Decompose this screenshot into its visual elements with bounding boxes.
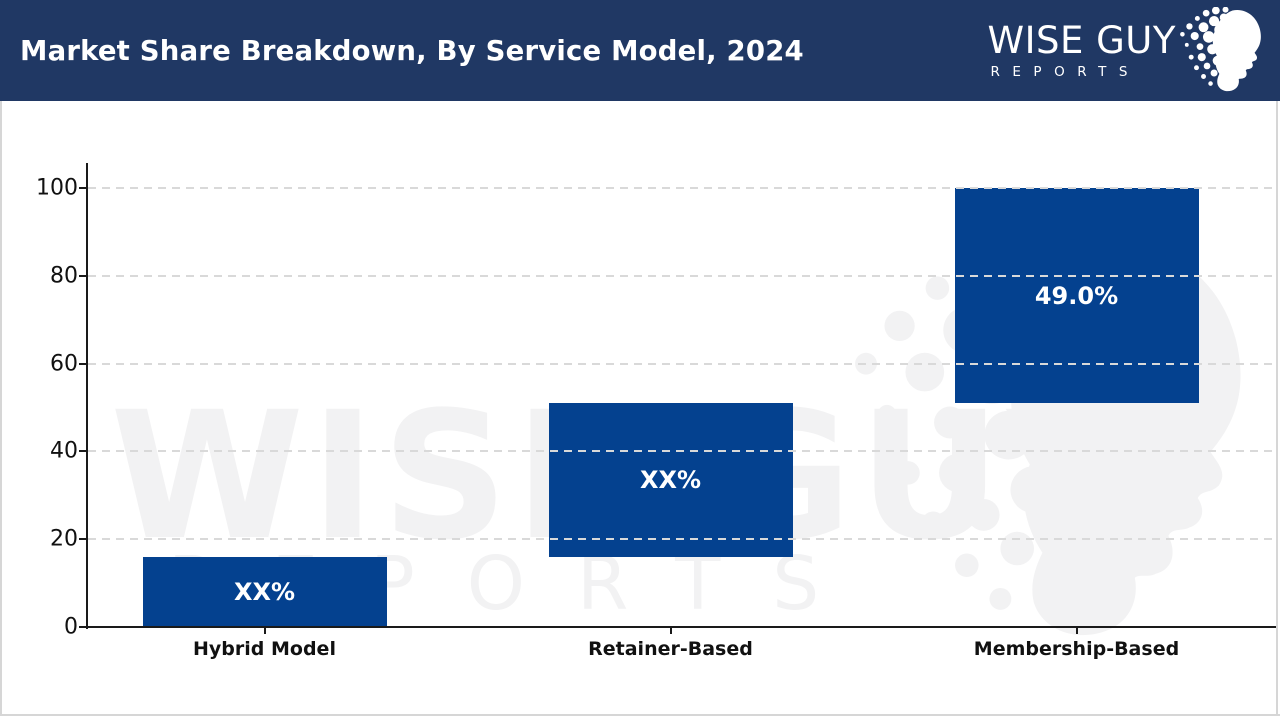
x-category-label: Retainer-Based — [588, 638, 753, 660]
bar-membership-based: 49.0% — [954, 188, 1199, 404]
frame-right — [1276, 101, 1278, 715]
y-tick-label-100: 100 — [36, 175, 78, 201]
y-tick-label-40: 40 — [50, 438, 78, 464]
brand-logo: WISE GUY REPORTS — [988, 5, 1266, 97]
frame-left — [0, 101, 2, 715]
brand-subtitle: REPORTS — [990, 63, 1140, 80]
gridline-20 — [88, 538, 1277, 541]
y-tick-mark-60 — [79, 362, 87, 365]
gridline-40 — [88, 450, 1277, 453]
x-axis-line — [86, 626, 1277, 628]
header-bar: Market Share Breakdown, By Service Model… — [0, 0, 1280, 101]
bar-value-label: 49.0% — [1034, 281, 1119, 310]
gridline-60 — [88, 362, 1277, 365]
x-tick-mark — [1075, 627, 1078, 634]
y-tick-label-0: 0 — [64, 614, 78, 640]
y-tick-label-60: 60 — [50, 351, 78, 377]
y-axis-line — [86, 162, 88, 629]
brand-logo-text: WISE GUY REPORTS — [987, 19, 1176, 80]
brand-dotface-icon — [1178, 7, 1266, 95]
bar-value-label: XX% — [639, 465, 702, 494]
y-tick-label-80: 80 — [50, 263, 78, 289]
frame-bottom — [0, 714, 1280, 716]
y-tick-mark-100 — [79, 187, 87, 189]
gridline-80 — [88, 274, 1277, 277]
x-tick-mark — [263, 627, 266, 634]
bar-hybrid-model: XX% — [142, 556, 387, 627]
x-tick-mark — [669, 627, 672, 634]
page-title: Market Share Breakdown, By Service Model… — [20, 34, 804, 67]
bar-value-label: XX% — [233, 577, 296, 606]
gridline-100 — [88, 187, 1277, 189]
y-tick-mark-40 — [79, 450, 87, 453]
brand-name: WISE GUY — [987, 19, 1176, 63]
x-category-label: Membership-Based — [973, 638, 1180, 660]
bar-retainer-based: XX% — [548, 403, 793, 557]
y-tick-label-20: 20 — [50, 526, 78, 552]
y-tick-mark-0 — [79, 626, 87, 628]
y-tick-mark-80 — [79, 274, 87, 277]
y-tick-mark-20 — [79, 538, 87, 541]
x-category-label: Hybrid Model — [193, 638, 336, 660]
